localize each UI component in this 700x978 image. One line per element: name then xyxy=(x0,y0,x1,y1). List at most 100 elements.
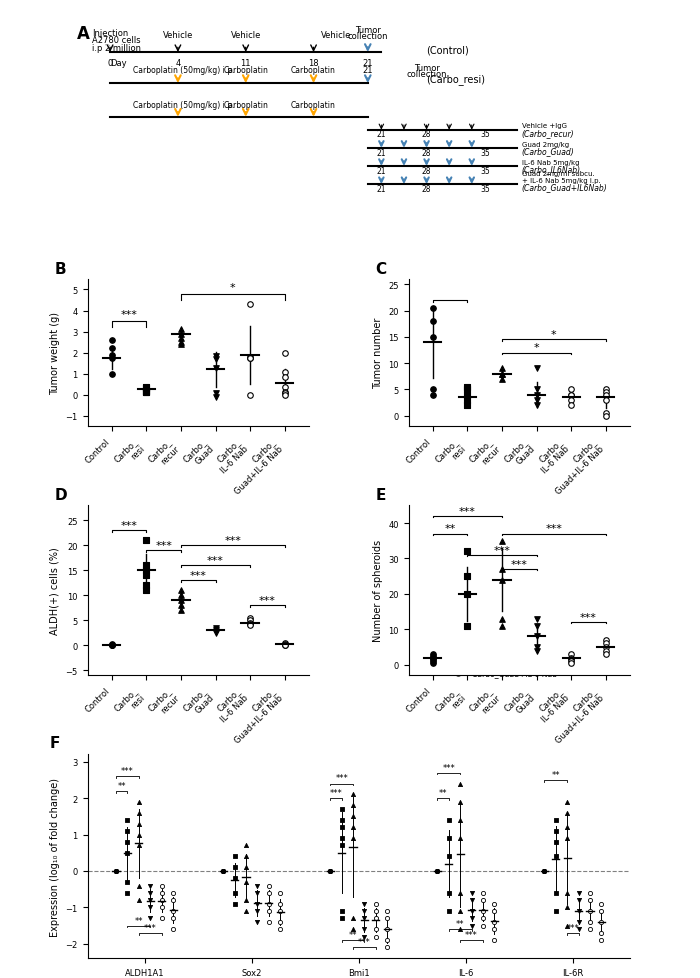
Text: collection: collection xyxy=(406,69,447,78)
Text: **: ** xyxy=(439,788,447,797)
Point xyxy=(550,904,561,919)
Text: ***: *** xyxy=(190,570,206,580)
Point xyxy=(477,918,489,934)
Point xyxy=(145,885,156,901)
Point xyxy=(370,904,382,919)
Point xyxy=(274,921,286,937)
Text: **: ** xyxy=(444,524,456,534)
Point xyxy=(370,929,382,945)
Point xyxy=(432,864,443,879)
Text: 21: 21 xyxy=(363,59,373,68)
Point xyxy=(427,650,438,666)
Point xyxy=(427,652,438,668)
Point xyxy=(584,914,596,930)
Point xyxy=(600,636,611,651)
Point xyxy=(336,830,347,846)
Point xyxy=(175,583,186,599)
Point xyxy=(566,650,577,666)
Point xyxy=(359,921,370,937)
Point xyxy=(175,334,186,350)
Text: ***: *** xyxy=(120,520,137,530)
Point xyxy=(325,864,336,879)
Text: Vehicle: Vehicle xyxy=(162,30,193,40)
Y-axis label: Number of spheroids: Number of spheroids xyxy=(372,540,383,642)
Point xyxy=(432,864,443,879)
Point xyxy=(133,794,144,810)
Point xyxy=(427,653,438,669)
Point xyxy=(210,348,221,364)
Point xyxy=(274,885,286,901)
Point xyxy=(279,638,290,653)
Point xyxy=(550,813,561,828)
Point xyxy=(432,864,443,879)
Point xyxy=(566,655,577,671)
Text: F: F xyxy=(50,735,60,750)
Text: 35: 35 xyxy=(480,130,490,139)
Point xyxy=(106,638,118,653)
Point xyxy=(566,653,577,669)
Y-axis label: Tumor number: Tumor number xyxy=(373,318,383,389)
Text: ***: *** xyxy=(580,612,597,622)
Point xyxy=(347,798,358,814)
Point xyxy=(496,618,507,634)
Point xyxy=(156,911,167,926)
Text: 35: 35 xyxy=(480,185,490,194)
Point xyxy=(336,820,347,835)
Point xyxy=(279,384,290,400)
Point xyxy=(244,387,256,403)
Point xyxy=(496,572,507,588)
Point xyxy=(566,393,577,409)
Point xyxy=(244,617,256,633)
Point xyxy=(218,864,229,879)
Point xyxy=(600,393,611,409)
Point xyxy=(156,892,167,908)
Point xyxy=(496,367,507,382)
Point xyxy=(156,900,167,915)
Point xyxy=(531,382,542,398)
Point xyxy=(175,593,186,608)
Point xyxy=(141,578,152,594)
Point xyxy=(240,874,251,890)
Text: ***: *** xyxy=(259,596,276,605)
Point xyxy=(427,655,438,671)
Point xyxy=(573,885,584,901)
Text: ***: *** xyxy=(459,506,476,516)
Point xyxy=(210,352,221,368)
Text: 0: 0 xyxy=(108,59,113,68)
Text: 28: 28 xyxy=(422,185,431,194)
Point xyxy=(210,385,221,401)
Point xyxy=(175,598,186,613)
Point xyxy=(141,533,152,549)
Point xyxy=(325,864,336,879)
Point xyxy=(561,830,573,846)
Point xyxy=(175,588,186,603)
Point xyxy=(427,646,438,662)
Point xyxy=(496,372,507,387)
Point xyxy=(477,885,489,901)
Point xyxy=(600,409,611,424)
Text: ***: *** xyxy=(225,535,242,546)
Point xyxy=(111,864,122,879)
Point xyxy=(111,864,122,879)
Point xyxy=(496,361,507,377)
Point xyxy=(279,345,290,361)
Point xyxy=(584,892,596,908)
Point xyxy=(279,636,290,651)
Point xyxy=(122,813,133,828)
Point xyxy=(175,602,186,618)
Point xyxy=(274,904,286,919)
Point xyxy=(122,885,133,901)
Point xyxy=(427,648,438,664)
Text: ***: *** xyxy=(207,556,224,565)
Point xyxy=(106,638,118,653)
Text: (Control): (Control) xyxy=(426,45,469,55)
Point xyxy=(454,885,466,901)
Text: ***: *** xyxy=(566,923,580,932)
Point xyxy=(210,625,221,641)
Point xyxy=(279,387,290,403)
Text: ***: *** xyxy=(330,788,342,797)
Point xyxy=(347,921,358,937)
Point xyxy=(539,864,550,879)
Point xyxy=(462,618,473,634)
Point xyxy=(122,834,133,850)
